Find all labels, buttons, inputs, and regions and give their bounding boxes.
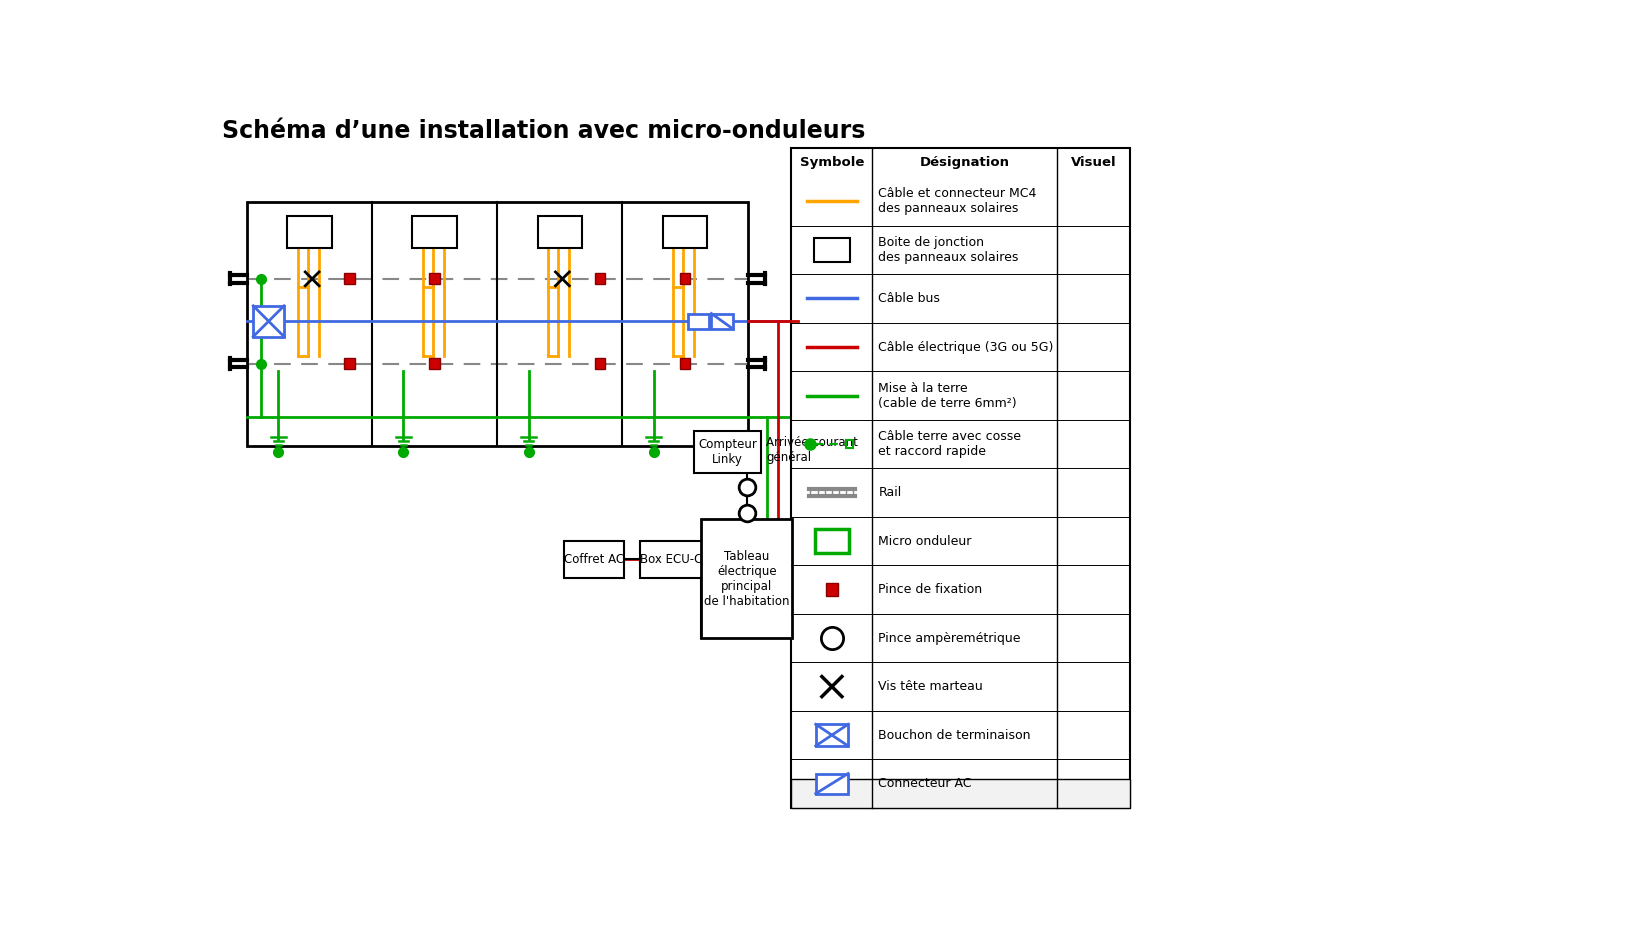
Text: Arrivée courant
général: Arrivée courant général <box>766 436 859 463</box>
Text: Boite de jonction
des panneaux solaires: Boite de jonction des panneaux solaires <box>878 236 1018 264</box>
Bar <box>816 724 849 746</box>
Bar <box>687 314 709 329</box>
Bar <box>430 358 440 369</box>
Text: Bouchon de terminaison: Bouchon de terminaison <box>878 729 1032 742</box>
Text: Câble bus: Câble bus <box>878 292 941 305</box>
Text: Box ECU-C: Box ECU-C <box>639 552 702 566</box>
Bar <box>537 216 582 248</box>
Text: Tableau
électrique
principal
de l'habitation: Tableau électrique principal de l'habita… <box>704 549 789 608</box>
Bar <box>344 274 354 284</box>
Text: Visuel: Visuel <box>1071 156 1116 169</box>
Bar <box>694 430 761 473</box>
Text: Câble et connecteur MC4
des panneaux solaires: Câble et connecteur MC4 des panneaux sol… <box>878 188 1037 216</box>
Bar <box>430 274 440 284</box>
Text: Schéma d’une installation avec micro-onduleurs: Schéma d’une installation avec micro-ond… <box>222 118 865 142</box>
Text: Symbole: Symbole <box>799 156 864 169</box>
Bar <box>845 440 854 448</box>
Text: Pince de fixation: Pince de fixation <box>878 583 982 596</box>
Text: Désignation: Désignation <box>920 156 1010 169</box>
Bar <box>816 529 849 552</box>
Text: Câble électrique (3G ou 5G): Câble électrique (3G ou 5G) <box>878 340 1053 353</box>
Bar <box>814 239 850 262</box>
Bar <box>247 202 748 446</box>
Bar <box>662 216 707 248</box>
Text: Micro onduleur: Micro onduleur <box>878 535 972 548</box>
Text: Vis tête marteau: Vis tête marteau <box>878 680 984 693</box>
Bar <box>791 148 1131 808</box>
Text: Rail: Rail <box>878 486 901 499</box>
Text: Câble terre avec cosse
et raccord rapide: Câble terre avec cosse et raccord rapide <box>878 430 1022 458</box>
Bar <box>816 773 849 794</box>
Text: Connecteur AC: Connecteur AC <box>878 777 972 790</box>
Bar <box>679 274 691 284</box>
Bar <box>712 314 733 329</box>
Bar <box>287 216 331 248</box>
Text: Coffret AC: Coffret AC <box>564 552 625 566</box>
Bar <box>344 358 354 369</box>
Text: Compteur
Linky: Compteur Linky <box>699 438 756 465</box>
Bar <box>826 584 839 596</box>
Bar <box>595 274 605 284</box>
Text: Mise à la terre
(cable de terre 6mm²): Mise à la terre (cable de terre 6mm²) <box>878 381 1017 410</box>
Bar <box>254 306 283 337</box>
Bar <box>564 540 625 577</box>
Bar <box>679 358 691 369</box>
Bar <box>595 358 605 369</box>
Text: Pince ampèremétrique: Pince ampèremétrique <box>878 632 1022 645</box>
Bar <box>702 519 793 638</box>
Bar <box>412 216 456 248</box>
Bar <box>639 540 704 577</box>
Bar <box>791 779 1131 808</box>
